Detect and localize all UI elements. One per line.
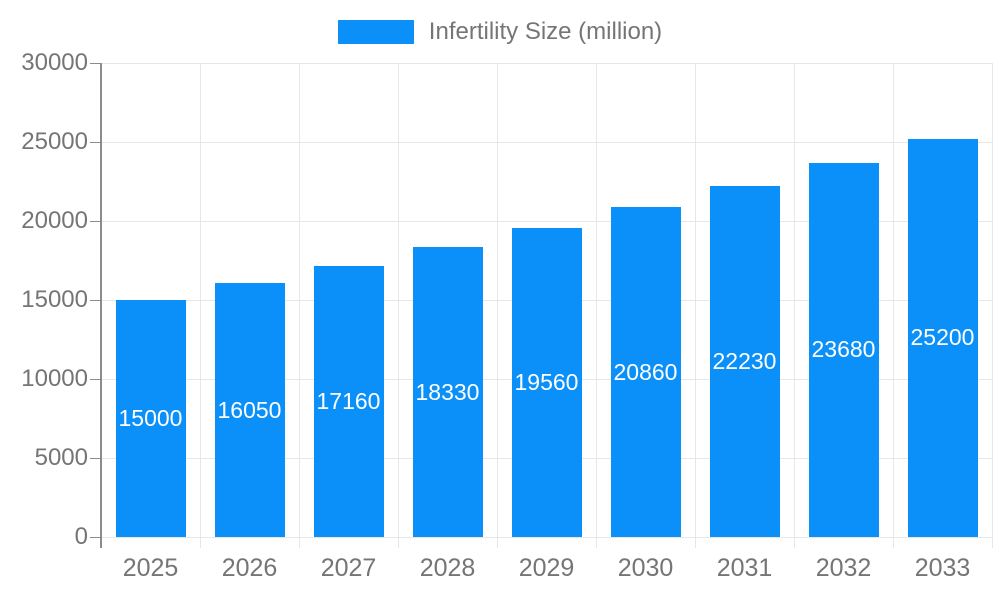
x-tick-label: 2033 <box>914 554 971 582</box>
x-tick-label: 2026 <box>221 554 278 582</box>
x-tick-label: 2028 <box>419 554 476 582</box>
y-tick-label: 30000 <box>21 49 88 76</box>
y-axis-tick <box>90 299 100 301</box>
v-gridline <box>496 63 498 548</box>
h-gridline <box>101 536 992 538</box>
y-axis-tick <box>90 62 100 64</box>
bar[interactable]: 19560 <box>511 227 582 537</box>
legend[interactable]: Infertility Size (million) <box>0 18 1000 46</box>
y-tick-label: 5000 <box>34 444 88 471</box>
y-tick-label: 25000 <box>21 128 88 155</box>
x-tick-label: 2027 <box>320 554 377 582</box>
h-gridline <box>101 141 992 143</box>
y-axis-tick <box>90 378 100 380</box>
bar[interactable]: 22230 <box>709 185 780 537</box>
bar[interactable]: 17160 <box>313 265 384 537</box>
v-gridline <box>595 63 597 548</box>
legend-label: Infertility Size (million) <box>428 18 663 45</box>
x-tick-label: 2029 <box>518 554 575 582</box>
bar[interactable]: 16050 <box>214 283 285 537</box>
bar[interactable]: 23680 <box>808 162 879 537</box>
v-gridline <box>397 63 399 548</box>
v-gridline <box>793 63 795 548</box>
y-tick-label: 0 <box>74 523 88 550</box>
bar-value-label: 19560 <box>514 368 579 395</box>
legend-swatch-icon <box>337 20 414 44</box>
bar[interactable]: 25200 <box>907 138 978 537</box>
h-gridline <box>101 220 992 222</box>
x-tick-label: 2030 <box>617 554 674 582</box>
x-tick-label: 2031 <box>716 554 773 582</box>
bar-value-label: 16050 <box>217 396 282 423</box>
y-tick-label: 15000 <box>21 286 88 313</box>
x-tick-label: 2032 <box>815 554 872 582</box>
bar-value-label: 25200 <box>910 324 975 351</box>
plot-area: 15000 16050 17160 18330 19560 20860 22230 23680… <box>90 62 993 548</box>
v-gridline <box>991 63 993 548</box>
y-tick-label: 20000 <box>21 207 88 234</box>
v-gridline <box>199 63 201 548</box>
v-gridline <box>892 63 894 548</box>
y-tick-label: 10000 <box>21 365 88 392</box>
bar-value-label: 17160 <box>316 387 381 414</box>
bar-value-label: 22230 <box>712 347 777 374</box>
y-axis-tick <box>90 536 100 538</box>
y-axis-tick <box>90 457 100 459</box>
x-tick-label: 2025 <box>122 554 179 582</box>
y-axis-spine <box>100 63 102 548</box>
y-axis-tick <box>90 141 100 143</box>
bar[interactable]: 18330 <box>412 247 483 537</box>
bar-value-label: 20860 <box>613 358 678 385</box>
bar-value-label: 18330 <box>415 378 480 405</box>
bar-value-label: 15000 <box>118 405 183 431</box>
v-gridline <box>298 63 300 548</box>
bar-value-label: 23680 <box>811 336 876 363</box>
h-gridline <box>101 62 992 64</box>
bar[interactable]: 20860 <box>610 207 681 537</box>
bar[interactable]: 15000 <box>115 300 186 537</box>
y-axis-tick <box>90 220 100 222</box>
v-gridline <box>694 63 696 548</box>
